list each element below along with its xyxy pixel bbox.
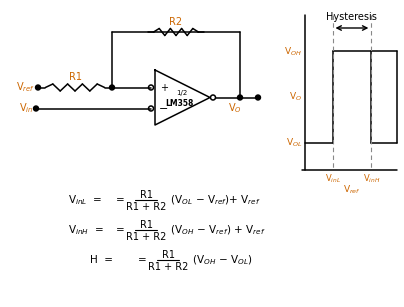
Text: V$_O$: V$_O$ [228,102,242,115]
Text: R1 + R2: R1 + R2 [126,232,166,242]
Text: LM358: LM358 [165,99,193,108]
Text: 1/2: 1/2 [177,90,187,95]
Text: R1: R1 [162,250,175,260]
Text: V$_{inL}$  =: V$_{inL}$ = [68,193,102,207]
Text: V$_{OH}$: V$_{OH}$ [284,45,302,58]
Text: V$_O$: V$_O$ [289,91,302,103]
Text: =: = [116,225,124,235]
Circle shape [109,85,114,90]
Text: V$_{inH}$: V$_{inH}$ [362,173,380,185]
Text: V$_{ref}$: V$_{ref}$ [16,81,35,94]
Text: R1: R1 [139,220,152,230]
Text: (V$_{OL}$ − V$_{ref}$)+ V$_{ref}$: (V$_{OL}$ − V$_{ref}$)+ V$_{ref}$ [164,193,261,207]
Text: V$_{in}$: V$_{in}$ [19,102,33,115]
Circle shape [36,85,40,90]
Text: V$_{ref}$: V$_{ref}$ [343,184,361,196]
Circle shape [34,106,38,111]
Text: R1: R1 [69,72,82,81]
Text: =: = [116,195,124,205]
Text: V$_{inL}$: V$_{inL}$ [324,173,341,185]
Text: =: = [138,255,146,265]
Text: (V$_{OH}$ − V$_{ref}$) + V$_{ref}$: (V$_{OH}$ − V$_{ref}$) + V$_{ref}$ [164,223,265,237]
Text: V$_{inH}$  =: V$_{inH}$ = [68,223,104,237]
Text: (V$_{OH}$ − V$_{OL}$): (V$_{OH}$ − V$_{OL}$) [186,253,253,267]
Text: R1 + R2: R1 + R2 [126,202,166,212]
Text: Hysteresis: Hysteresis [326,12,377,22]
Text: V$_{OL}$: V$_{OL}$ [286,136,302,149]
Text: R1 + R2: R1 + R2 [148,262,188,272]
Text: −: − [159,103,169,114]
Text: H  =: H = [90,255,113,265]
Circle shape [255,95,261,100]
Circle shape [238,95,242,100]
Text: +: + [160,83,168,92]
Text: R1: R1 [139,190,152,200]
Text: R2: R2 [169,17,183,27]
